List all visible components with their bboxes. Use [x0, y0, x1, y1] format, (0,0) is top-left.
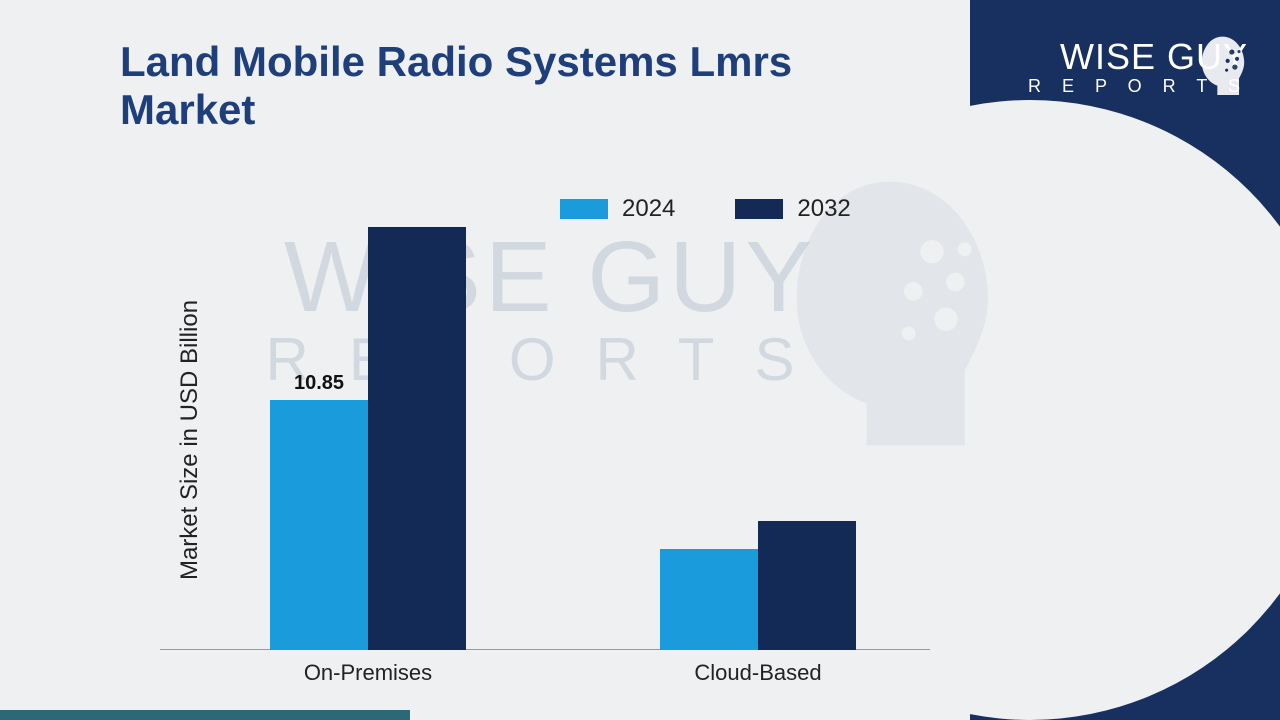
bar-value-label: 10.85	[270, 372, 368, 395]
category-label: Cloud-Based	[562, 660, 954, 686]
bottom-accent-bar	[0, 710, 410, 720]
bar: 10.85	[270, 400, 368, 650]
canvas: WISE GUY REPORTS Land Mobile Radio Syste…	[0, 0, 1280, 720]
bar-chart: Market Size in USD Billion 10.85On-Premi…	[100, 190, 930, 690]
bar	[368, 227, 466, 650]
category-label: On-Premises	[172, 660, 564, 686]
brand-head-icon	[1195, 34, 1250, 96]
bar	[660, 549, 758, 650]
chart-title: Land Mobile Radio Systems Lmrs Market	[120, 38, 900, 135]
plot-area: 10.85On-Premises Cloud-Based	[160, 190, 930, 650]
bar-group: 10.85On-Premises	[270, 227, 466, 650]
bar-group: Cloud-Based	[660, 521, 856, 650]
bar	[758, 521, 856, 650]
